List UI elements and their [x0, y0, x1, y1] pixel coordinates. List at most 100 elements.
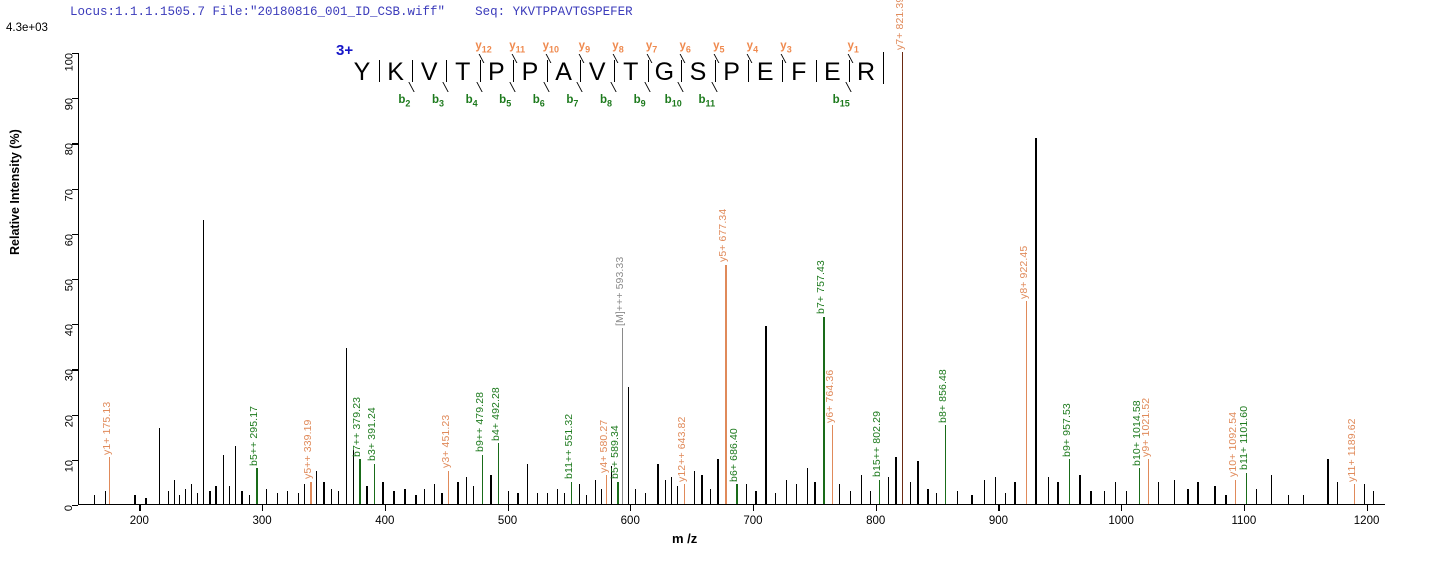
peak-b — [878, 479, 880, 505]
b-ion-label: b15 — [832, 94, 850, 109]
peak-unassigned — [546, 493, 549, 505]
peak-label: y10+ 1092.54 — [1226, 412, 1239, 478]
peak-unassigned — [433, 484, 436, 505]
y-tick-label: 40 — [63, 324, 75, 337]
peak-label: y5++ 339.19 — [302, 419, 315, 480]
peak-unassigned — [1337, 481, 1339, 505]
b-ion-label: b9 — [633, 94, 646, 109]
y-ion-label: y6 — [679, 40, 691, 55]
b-ion-label: b10 — [664, 94, 682, 109]
peak-unassigned — [983, 479, 985, 505]
y-ion-label: y10 — [542, 40, 560, 55]
y-tick-mark — [72, 279, 78, 281]
peak-unassigned — [404, 488, 406, 505]
y-tick-mark — [72, 143, 78, 145]
peak-unassigned — [330, 488, 333, 505]
peak-unassigned — [610, 466, 612, 505]
peak-y — [1147, 459, 1149, 505]
fragment-tick — [412, 60, 414, 82]
peptide-residue: A — [555, 58, 572, 86]
peak-b — [482, 454, 484, 505]
fragment-tick — [446, 60, 447, 82]
peak-unassigned — [145, 497, 147, 505]
y-ion-label: y11 — [509, 40, 526, 55]
peak-b — [1139, 468, 1141, 505]
peak-label: b6+ 686.40 — [728, 427, 741, 482]
peptide-residue: V — [420, 58, 438, 86]
peptide-residue: T — [623, 58, 639, 86]
peptide-residue: E — [756, 58, 774, 86]
y-tick-mark — [72, 233, 78, 235]
peak-unassigned — [1187, 488, 1189, 505]
x-tick-label: 700 — [743, 515, 763, 527]
precursor-charge-label: 3+ — [336, 42, 354, 59]
peptide-residue: K — [387, 58, 404, 86]
x-tick-label: 800 — [866, 515, 886, 527]
intensity-scale-label: 4.3e+03 — [6, 22, 48, 34]
peak-unassigned — [694, 470, 696, 505]
peak-y — [831, 425, 834, 505]
peak-unassigned — [717, 459, 719, 505]
fragment-tick — [479, 60, 481, 82]
x-tick-mark — [1243, 504, 1246, 511]
peak-b — [736, 484, 738, 505]
peak-unassigned — [1004, 493, 1006, 505]
y-tick-label: 0 — [63, 505, 75, 512]
peak-unassigned — [935, 493, 938, 505]
peak-unassigned — [1157, 481, 1160, 505]
b-ion-label: b11 — [698, 94, 716, 109]
peak-label: y5+ 677.34 — [717, 209, 730, 263]
peak-unassigned — [1225, 495, 1227, 505]
b-ion-label: b8 — [599, 94, 613, 109]
peak-unassigned — [393, 490, 395, 505]
b-ion-label: b7 — [566, 94, 579, 109]
peak-unassigned — [352, 450, 355, 505]
peak-unassigned — [190, 484, 193, 505]
x-tick-mark — [384, 504, 386, 511]
x-tick-mark — [262, 504, 264, 511]
x-tick-mark — [507, 504, 509, 511]
b-ion-label: b5 — [499, 94, 512, 109]
peak-precursor — [622, 328, 624, 505]
b-ion-label: b3 — [431, 94, 445, 109]
peak-unassigned — [134, 495, 136, 505]
peak-y — [1025, 301, 1028, 505]
y-ion-label: y12 — [475, 40, 492, 55]
x-tick-mark — [630, 504, 632, 511]
y-tick-label: 80 — [63, 143, 75, 156]
y-tick-label: 50 — [63, 279, 75, 292]
peptide-residue: P — [488, 58, 505, 86]
peak-label: y9+ 1021.52 — [1139, 397, 1152, 457]
y-tick-mark — [72, 505, 78, 507]
peak-unassigned — [517, 493, 519, 505]
peak-unassigned — [1115, 481, 1117, 505]
peak-label: y1+ 175.13 — [100, 401, 113, 455]
peak-y — [606, 475, 608, 505]
peak-unassigned — [676, 486, 679, 505]
peak-unassigned — [971, 495, 973, 505]
peak-unassigned — [1057, 481, 1059, 505]
peak-b — [498, 443, 500, 505]
x-tick-mark — [752, 504, 755, 511]
peak-unassigned — [228, 486, 231, 505]
x-tick-mark — [139, 504, 141, 511]
peptide-residue: P — [521, 58, 539, 86]
peak-unassigned — [366, 486, 368, 505]
peak-unassigned — [457, 481, 459, 505]
y-tick-label: 20 — [63, 414, 75, 427]
peak-unassigned — [657, 463, 659, 505]
x-tick-label: 400 — [375, 515, 395, 527]
peak-b — [617, 481, 619, 505]
peak-unassigned — [382, 481, 384, 505]
peak-unassigned — [895, 456, 897, 505]
peak-unassigned — [167, 490, 169, 505]
peak-unassigned — [578, 484, 580, 505]
fragment-tick — [546, 60, 548, 82]
fragment-tick-end — [882, 52, 884, 84]
peak-label: y3+ 451.23 — [439, 414, 452, 469]
peak-unassigned — [104, 490, 107, 505]
peak-y — [725, 264, 727, 505]
y-tick-label: 90 — [63, 98, 75, 111]
peak-unassigned — [600, 488, 603, 505]
